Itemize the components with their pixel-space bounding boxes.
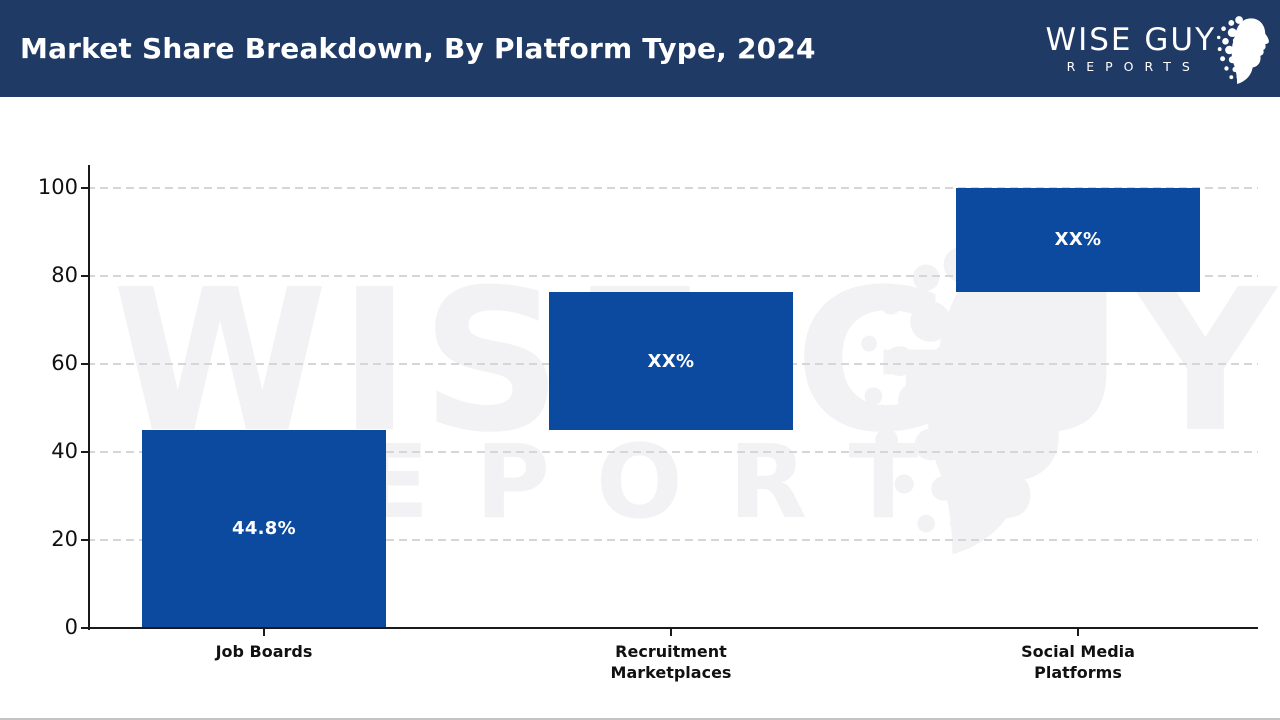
- y-axis-tick-label: 100: [37, 174, 78, 199]
- brand-name: WISE GUY: [1045, 21, 1216, 58]
- wise-guy-face-icon: [1216, 15, 1269, 84]
- y-gridline: [87, 450, 1258, 453]
- y-gridline: [87, 274, 1258, 277]
- brand-logo: WISE GUY REPORTS: [1045, 0, 1272, 97]
- header-banner: Market Share Breakdown, By Platform Type…: [0, 0, 1280, 97]
- brand-logo-text: WISE GUY REPORTS: [1045, 23, 1216, 75]
- bar-social-media-platforms: XX%: [956, 187, 1200, 293]
- x-axis-category-label: Social Media Platforms: [1021, 641, 1135, 682]
- x-axis-tick: [670, 628, 672, 636]
- brand-subtitle: REPORTS: [1066, 58, 1201, 74]
- y-gridline: [87, 538, 1258, 541]
- y-axis-tick: [81, 450, 89, 453]
- bar-value-label: XX%: [647, 350, 695, 372]
- y-axis-spine: [87, 165, 90, 630]
- y-axis-tick: [81, 362, 89, 365]
- y-axis-tick: [81, 186, 89, 189]
- y-axis-tick: [81, 538, 89, 541]
- bar-value-label: 44.8%: [232, 518, 296, 540]
- bottom-divider: [0, 718, 1280, 720]
- x-axis-tick: [263, 628, 265, 636]
- x-axis-category-label: Recruitment Marketplaces: [610, 641, 732, 682]
- y-axis-tick-label: 40: [51, 438, 78, 463]
- y-axis-tick-label: 80: [51, 262, 78, 287]
- page-title: Market Share Breakdown, By Platform Type…: [20, 32, 816, 65]
- y-axis-tick: [81, 274, 89, 277]
- y-axis-tick-label: 60: [51, 350, 78, 375]
- watermark-face-icon: [861, 246, 1097, 555]
- y-axis-tick: [81, 626, 89, 629]
- y-gridline: [87, 186, 1258, 189]
- x-axis-spine: [86, 626, 1258, 629]
- x-axis-category-label: Job Boards: [215, 641, 313, 661]
- bar-recruitment-marketplaces: XX%: [549, 292, 793, 431]
- x-axis-tick: [1077, 628, 1079, 636]
- y-axis-tick-label: 0: [64, 614, 78, 639]
- bar-value-label: XX%: [1054, 229, 1102, 251]
- y-axis-tick-label: 20: [51, 526, 78, 551]
- bar-job-boards: 44.8%: [142, 430, 386, 628]
